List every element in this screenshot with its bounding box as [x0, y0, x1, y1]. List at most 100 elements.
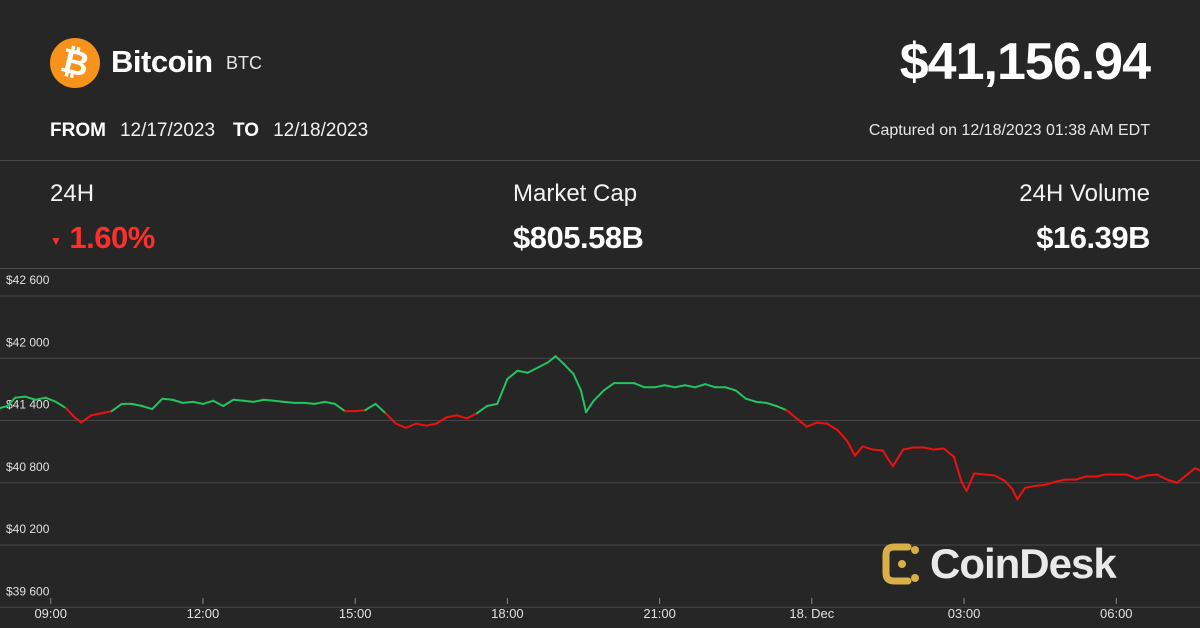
coindesk-logo-icon [882, 543, 919, 585]
line-segment [960, 480, 968, 493]
x-tick-label: 12:00 [187, 606, 220, 621]
change-label: 24H [50, 180, 95, 207]
x-tick-label: 03:00 [948, 606, 981, 621]
line-segment [653, 384, 666, 389]
line-segment [1155, 473, 1169, 481]
price-line [0, 355, 1200, 501]
line-segment [201, 399, 215, 405]
line-segment [496, 378, 509, 405]
line-segment [465, 412, 478, 420]
line-segment [536, 361, 549, 369]
line-segment [554, 355, 565, 365]
line-segment [744, 397, 758, 403]
line-segment [734, 389, 747, 400]
line-segment [475, 404, 489, 415]
line-segment [572, 372, 582, 392]
line-segment [892, 448, 905, 468]
y-tick-label: $40 800 [6, 460, 50, 474]
x-tick-label: 21:00 [643, 606, 676, 621]
line-segment [881, 449, 889, 460]
line-segment [24, 395, 37, 401]
line-segment [1044, 480, 1057, 486]
line-segment [1016, 486, 1026, 501]
line-segment [805, 421, 818, 428]
line-segment [384, 412, 397, 425]
header-divider [0, 160, 1200, 161]
market-cap-value: $805.58B [513, 220, 644, 255]
line-segment [932, 447, 945, 451]
line-segment [252, 398, 265, 403]
current-price: $41,156.94 [899, 33, 1151, 91]
line-segment [364, 402, 377, 412]
line-segment [826, 422, 839, 431]
x-tick-label: 18:00 [491, 606, 524, 621]
line-segment [242, 399, 255, 403]
line-segment [673, 384, 686, 389]
x-tick-label: 15:00 [339, 606, 372, 621]
line-segment [1176, 473, 1189, 484]
line-segment [72, 415, 83, 424]
line-segment [394, 422, 407, 429]
line-segment [755, 400, 768, 404]
from-label: FROM [50, 120, 106, 141]
line-segment [435, 416, 448, 425]
line-segment [130, 402, 144, 407]
x-tick-label: 06:00 [1100, 606, 1133, 621]
line-segment [374, 402, 387, 415]
to-date: 12/18/2023 [273, 120, 369, 141]
line-segment [836, 428, 849, 443]
line-segment [6, 396, 17, 407]
price-chart: $42 600 $42 000 $41 400 $40 800 $40 200 $39 6… [0, 273, 1200, 621]
line-segment [323, 400, 336, 405]
bitcoin-icon: ₿ [50, 38, 100, 88]
y-tick-label: $39 600 [6, 584, 50, 598]
line-segment [724, 386, 737, 392]
line-segment [965, 472, 976, 493]
market-cap-label: Market Cap [513, 180, 638, 207]
line-segment [100, 410, 113, 415]
line-segment [775, 404, 788, 412]
change-percent: 1.60% [69, 220, 155, 255]
line-segment [506, 369, 519, 381]
line-segment [871, 448, 884, 452]
line-segment [765, 401, 778, 407]
from-date: 12/17/2023 [119, 120, 216, 141]
line-segment [1186, 467, 1196, 476]
line-segment [272, 399, 286, 403]
line-segment [425, 422, 438, 427]
line-segment [785, 409, 798, 420]
line-segment [313, 400, 326, 405]
line-segment [546, 355, 557, 364]
line-segment [815, 421, 829, 425]
line-segment [973, 472, 986, 476]
line-segment [952, 455, 963, 483]
line-segment [1135, 474, 1148, 480]
captured-timestamp: Captured on 12/18/2023 01:38 AM EDT [868, 122, 1150, 139]
line-segment [486, 402, 499, 407]
x-tick-label: 18. Dec [789, 606, 834, 621]
coin-symbol: BTC [226, 53, 262, 73]
volume-value: $16.39B [1036, 220, 1150, 255]
line-segment [222, 398, 235, 407]
line-segment [853, 445, 864, 457]
line-segment [232, 398, 245, 402]
line-segment [80, 414, 93, 424]
line-segment [445, 414, 458, 419]
line-segment [191, 400, 204, 405]
x-tick-label: 09:00 [34, 606, 67, 621]
stats-divider [0, 268, 1200, 269]
line-segment [683, 384, 697, 389]
line-segment [1003, 479, 1014, 490]
line-segment [562, 362, 575, 375]
line-segment [212, 399, 225, 407]
line-segment [1034, 483, 1047, 487]
y-axis-labels: $42 600 $42 000 $41 400 $40 800 $40 200 $39 6… [6, 273, 50, 598]
line-segment [1023, 484, 1037, 489]
y-tick-label: $42 000 [6, 335, 50, 349]
line-segment [181, 400, 194, 404]
line-segment [846, 440, 856, 457]
line-segment [1011, 487, 1019, 501]
line-segment [886, 457, 895, 468]
line-segment [704, 383, 717, 389]
line-segment [993, 474, 1006, 482]
